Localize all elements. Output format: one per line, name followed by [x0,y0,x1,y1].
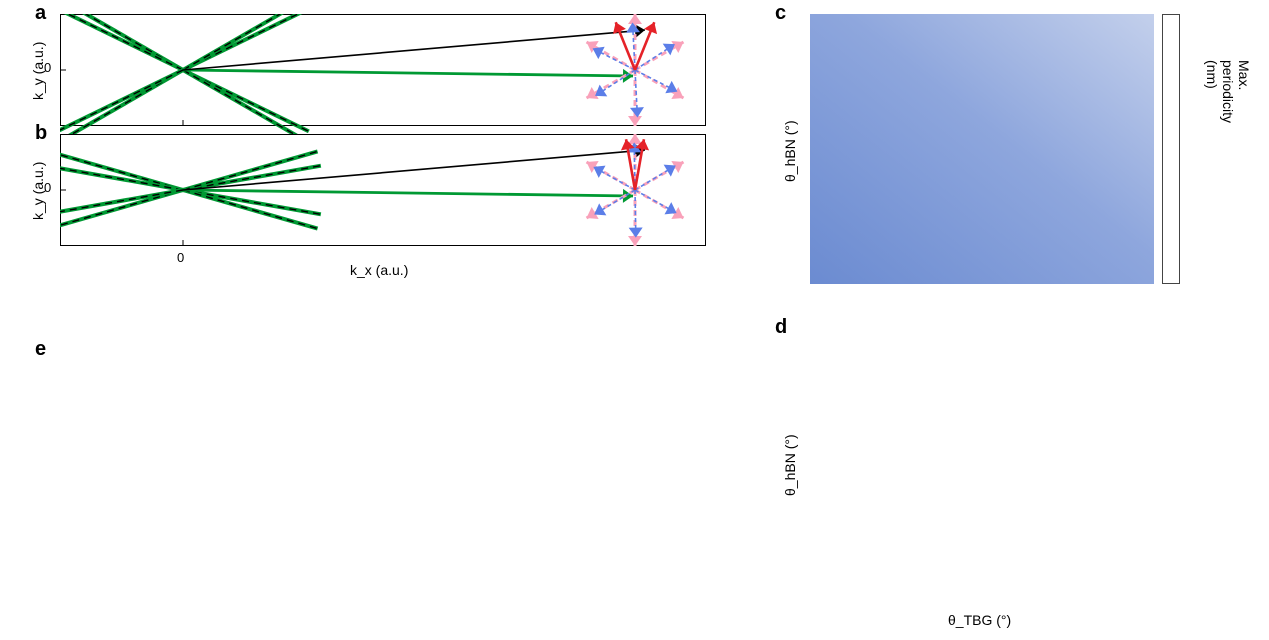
ytick-b-0: 0 [44,180,51,195]
e-max-label: Max [158,516,181,530]
colorbar-title: Max. periodicity (nm) [1204,60,1252,123]
panel-d-svg [810,328,1154,598]
panel-label-a: a [35,2,46,25]
panel-label-b: b [35,122,47,145]
ylabel-d: θ_hBN (°) [782,434,798,496]
xlabel-d: θ_TBG (°) [948,612,1011,628]
panel-label-c: c [775,2,786,25]
xlabel-kx: k_x (a.u.) [350,262,408,278]
ytick-a-0: 0 [44,60,51,75]
ylabel-c: θ_hBN (°) [782,120,798,182]
panel-c-svg [810,14,1154,284]
panel-ab-svg [60,14,706,254]
panel-label-e: e [35,338,46,361]
panel-label-d: d [775,316,787,339]
e-min-label: Min [95,516,114,530]
panel-e-svg [57,360,757,600]
colorbar [1162,14,1180,284]
